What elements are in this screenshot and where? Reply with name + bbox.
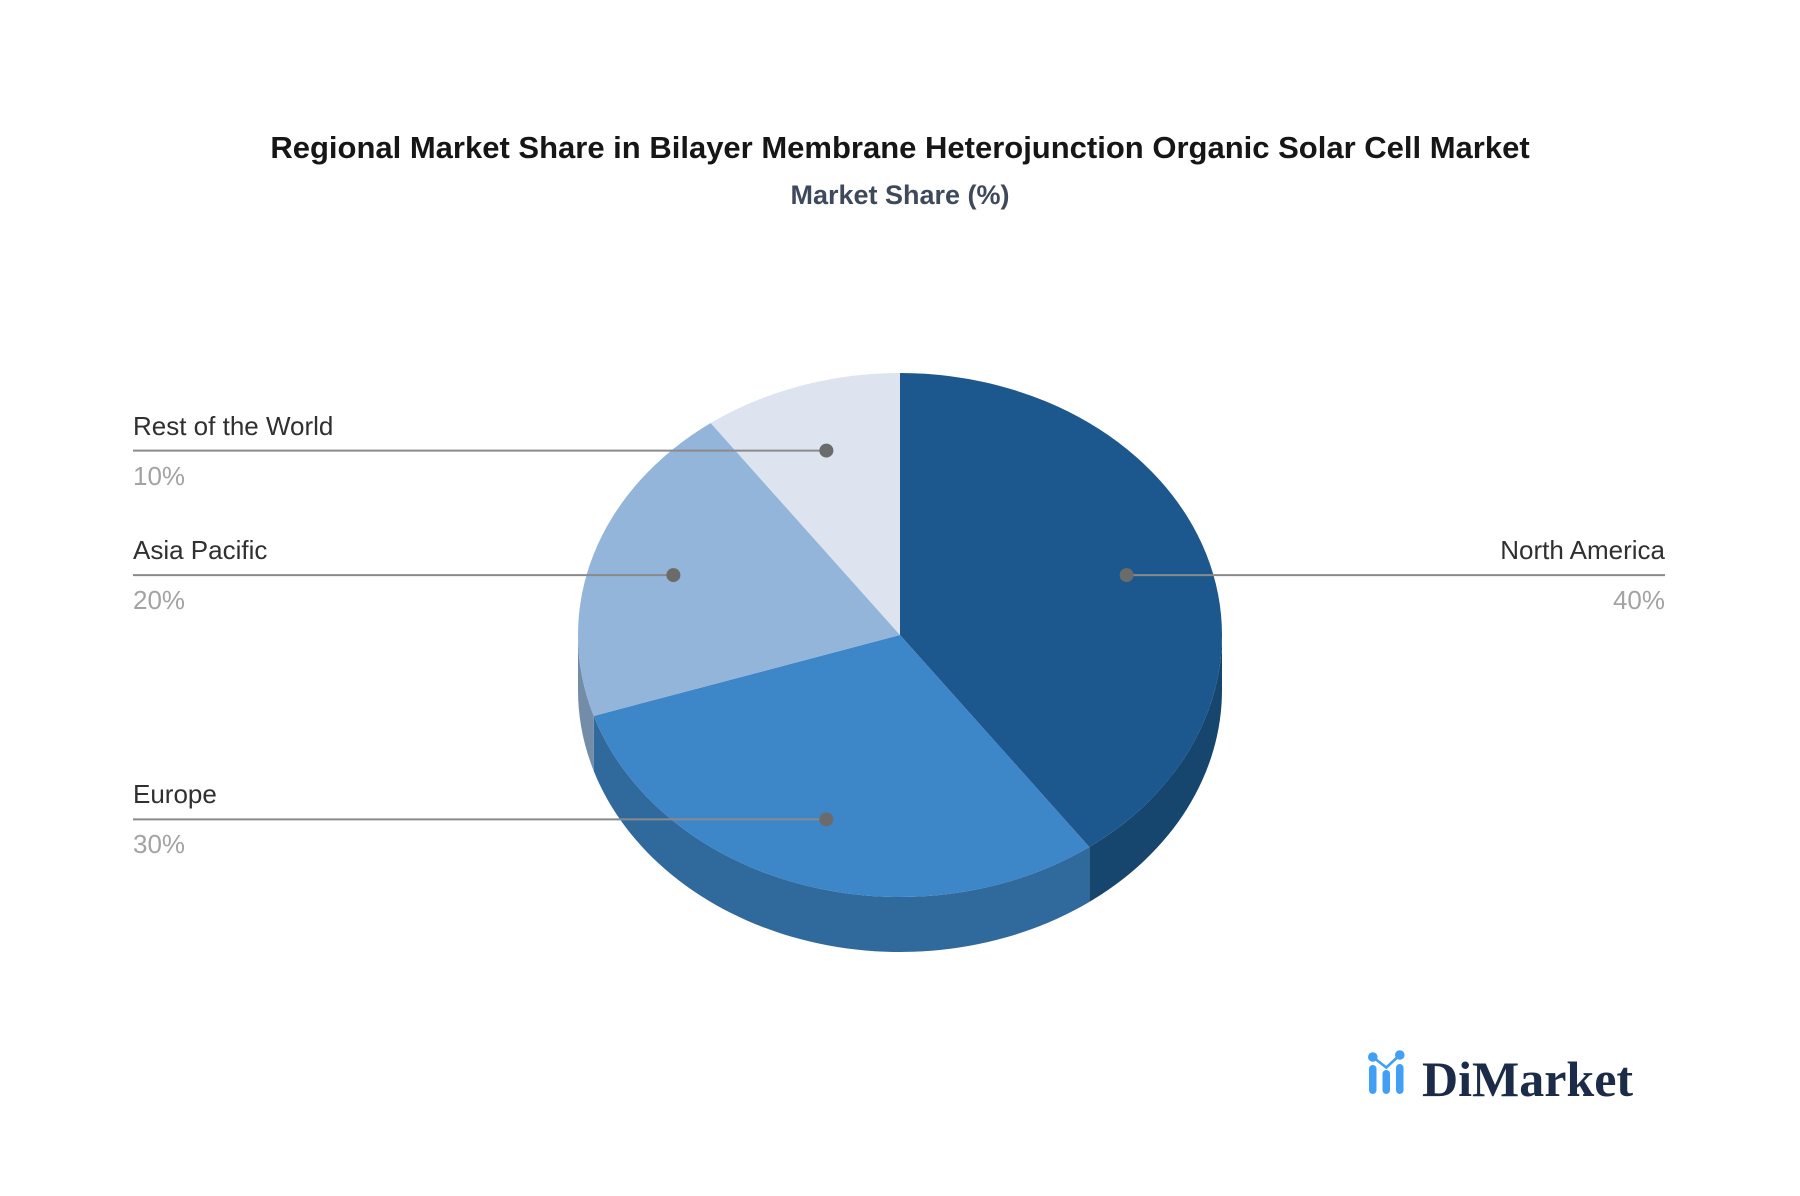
pie-slice-side-europe xyxy=(593,715,1090,953)
pie-slice-side-north-america xyxy=(1089,635,1222,902)
pie-slice-side-asia-pacific xyxy=(578,635,594,771)
callout-asia-pacific: Asia Pacific 20% xyxy=(133,534,267,617)
bar-chart-trend-icon xyxy=(1368,1050,1405,1094)
leader-dot-rest-of-the-world xyxy=(819,443,834,458)
logo-wordmark: DiMarket xyxy=(1422,1051,1634,1107)
pie-slice-europe[interactable] xyxy=(593,635,1090,897)
dimarket-logo: DiMarket xyxy=(1366,1050,1633,1104)
slice-percent: 40% xyxy=(1612,585,1665,616)
callout-europe: Europe 30% xyxy=(133,778,217,861)
chart-subtitle: Market Share (%) xyxy=(790,180,1010,210)
slice-label: Rest of the World xyxy=(133,410,334,441)
chart-title: Regional Market Share in Bilayer Membran… xyxy=(270,130,1530,165)
pie-slice-rest-of-the-world[interactable] xyxy=(710,373,900,635)
leader-dot-asia-pacific xyxy=(666,568,681,583)
slice-label: North America xyxy=(1500,535,1665,566)
slice-percent: 10% xyxy=(133,460,186,491)
leader-dot-north-america xyxy=(1119,568,1134,583)
callout-north-america: North America 40% xyxy=(1500,534,1665,617)
pie-slice-asia-pacific[interactable] xyxy=(577,423,900,716)
pie-slice-north-america[interactable] xyxy=(900,373,1223,847)
leader-dot-europe xyxy=(819,812,834,827)
callout-rest-of-the-world: Rest of the World 10% xyxy=(133,410,333,493)
slice-label: Asia Pacific xyxy=(133,535,268,566)
slice-label: Europe xyxy=(133,779,217,810)
slice-percent: 20% xyxy=(133,585,186,616)
slice-percent: 30% xyxy=(133,829,186,860)
